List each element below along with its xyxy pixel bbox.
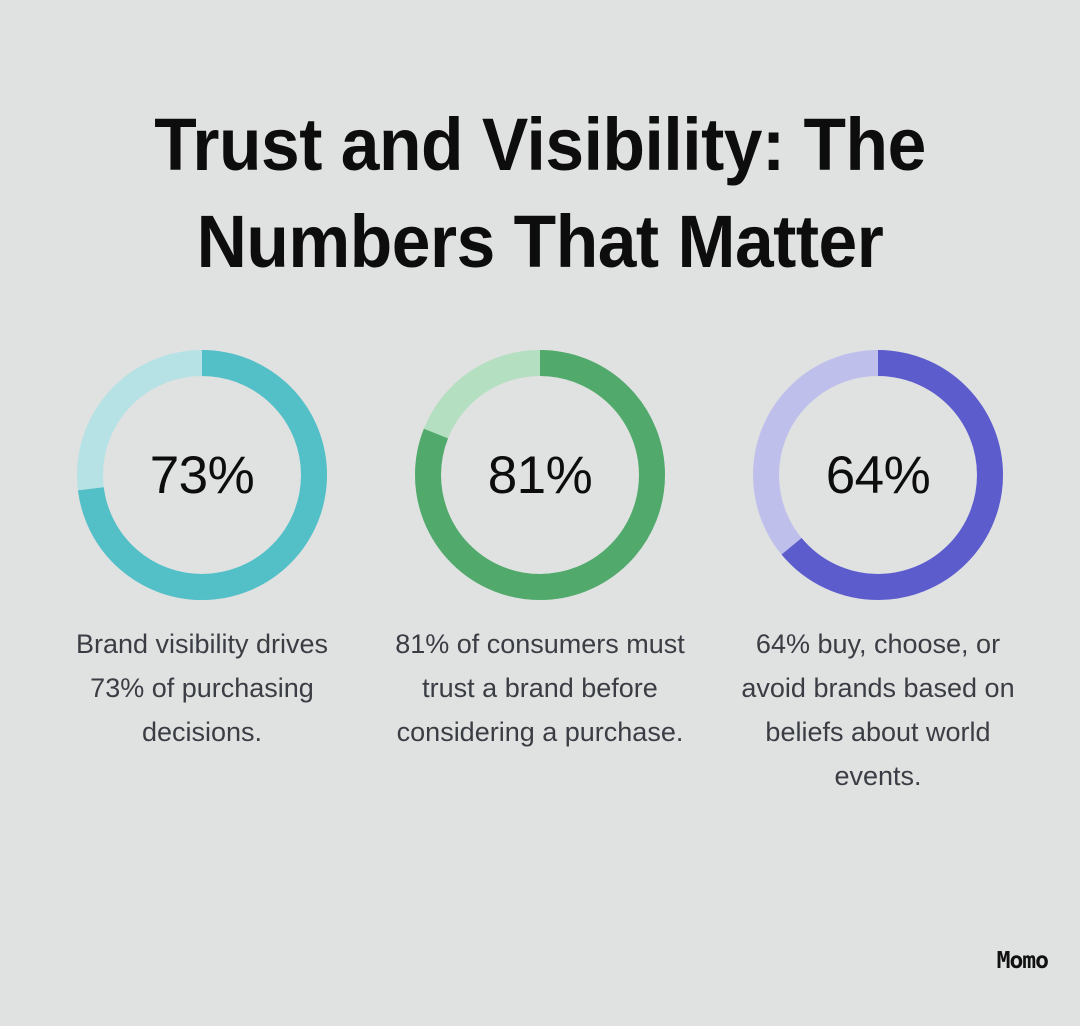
donut-chart-1: 73% — [77, 350, 327, 600]
donut-value-label-2: 81% — [487, 445, 593, 505]
donut-chart-2: 81% — [415, 350, 665, 600]
stat-caption-3: 64% buy, choose, or avoid brands based o… — [741, 629, 1015, 791]
donut-svg-1 — [77, 350, 327, 600]
donut-chart-3: 64% — [753, 350, 1003, 600]
donut-svg-3 — [753, 350, 1003, 600]
title-line-1: Trust and Visibility: The — [154, 103, 926, 186]
stat-card-2: 81% 81% of consumers must trust a brand … — [390, 350, 690, 798]
stat-caption-2: 81% of consumers must trust a brand befo… — [395, 629, 685, 747]
stat-card-3: 64% 64% buy, choose, or avoid brands bas… — [728, 350, 1028, 798]
brand-logo: Momo — [996, 948, 1049, 974]
donut-svg-2 — [415, 350, 665, 600]
page-title: Trust and Visibility: The Numbers That M… — [0, 96, 1080, 290]
title-line-2: Numbers That Matter — [196, 200, 884, 283]
stat-caption-1: Brand visibility drives 73% of purchasin… — [75, 629, 329, 747]
donut-value-label-3: 64% — [825, 445, 931, 505]
donut-value-arc-3 — [753, 350, 1003, 600]
donut-value-arc-1 — [77, 350, 327, 600]
donut-chart-row: 73% Brand visibility drives 73% of purch… — [0, 350, 1080, 798]
donut-value-arc-2 — [415, 350, 665, 600]
stat-card-1: 73% Brand visibility drives 73% of purch… — [52, 350, 352, 798]
donut-value-label-1: 73% — [149, 445, 255, 505]
